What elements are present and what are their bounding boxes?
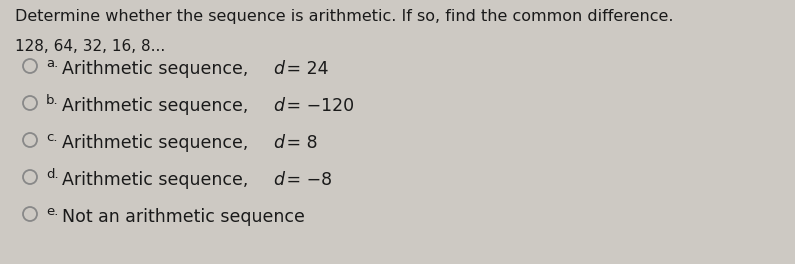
- Text: e.: e.: [46, 205, 58, 218]
- Text: d: d: [273, 97, 285, 115]
- Text: = 24: = 24: [281, 60, 328, 78]
- Text: d.: d.: [46, 168, 59, 181]
- Text: = 8: = 8: [281, 134, 317, 152]
- Text: = −120: = −120: [281, 97, 354, 115]
- Text: 128, 64, 32, 16, 8...: 128, 64, 32, 16, 8...: [15, 39, 165, 54]
- Text: Arithmetic sequence,: Arithmetic sequence,: [62, 97, 254, 115]
- Text: a.: a.: [46, 57, 58, 70]
- Text: Arithmetic sequence,: Arithmetic sequence,: [62, 60, 254, 78]
- Text: Not an arithmetic sequence: Not an arithmetic sequence: [62, 208, 304, 226]
- Text: d: d: [273, 171, 285, 189]
- Text: c.: c.: [46, 131, 57, 144]
- Text: d: d: [273, 60, 285, 78]
- Text: Arithmetic sequence,: Arithmetic sequence,: [62, 171, 254, 189]
- Text: d: d: [273, 134, 285, 152]
- Text: Determine whether the sequence is arithmetic. If so, find the common difference.: Determine whether the sequence is arithm…: [15, 9, 673, 24]
- Text: b.: b.: [46, 94, 59, 107]
- Text: Arithmetic sequence,: Arithmetic sequence,: [62, 134, 254, 152]
- Text: = −8: = −8: [281, 171, 332, 189]
